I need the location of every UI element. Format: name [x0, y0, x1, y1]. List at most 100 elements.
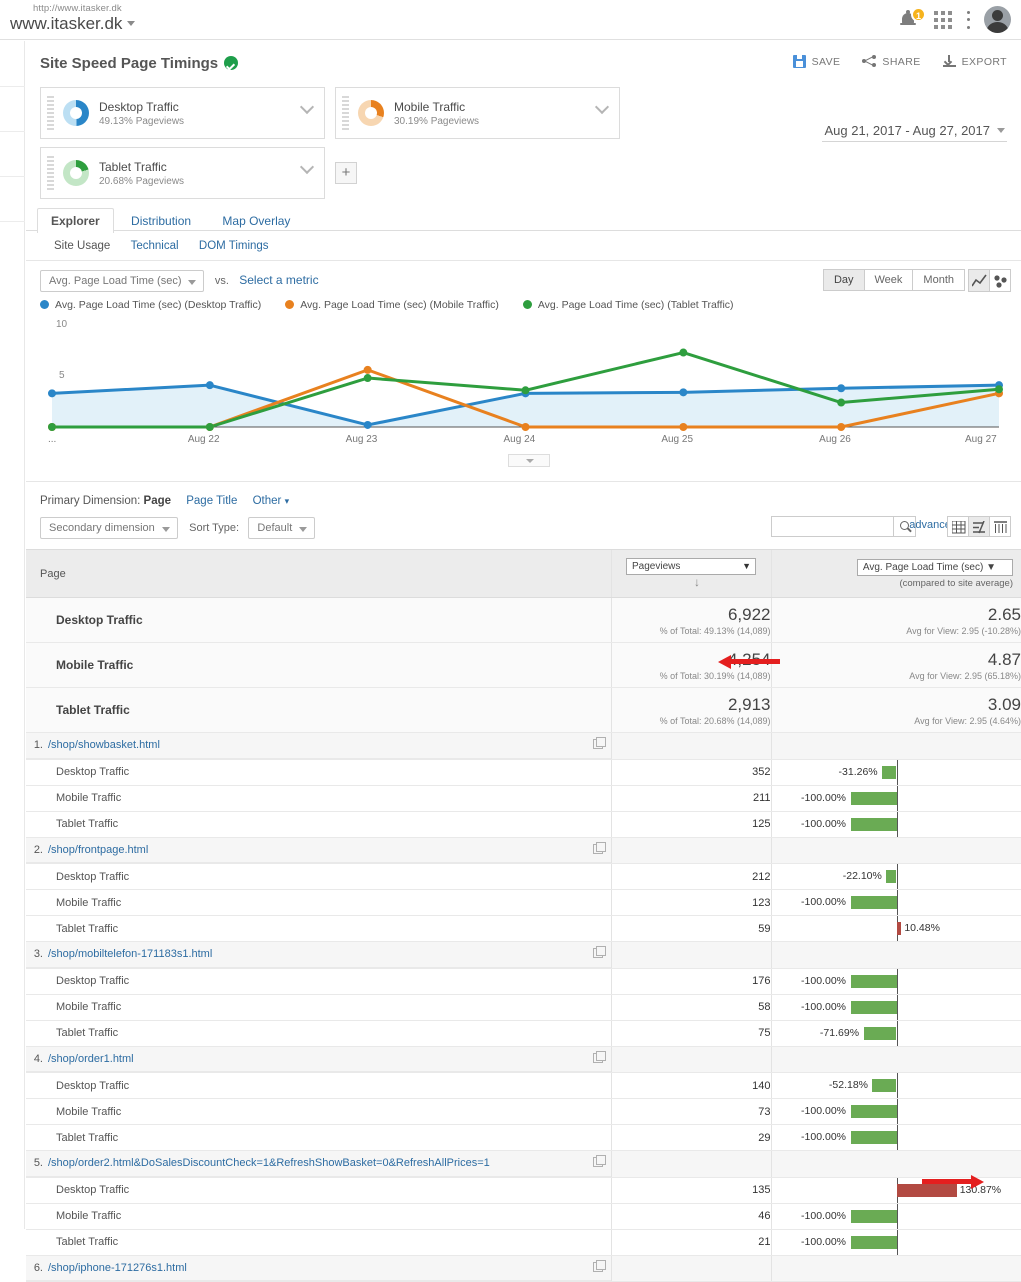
open-in-new-window-icon[interactable]: [593, 948, 603, 958]
chevron-down-icon[interactable]: [301, 102, 314, 110]
chevron-down-icon[interactable]: [596, 102, 609, 110]
row-url[interactable]: /shop/frontpage.html: [48, 838, 611, 863]
scatter-chart-icon[interactable]: [989, 269, 1011, 292]
summary-row-pageviews-note: % of Total: 20.68% (14,089): [612, 716, 771, 726]
share-button[interactable]: SHARE: [862, 55, 920, 68]
primary-dimension-other[interactable]: Other ▾: [253, 495, 290, 507]
segment-card-tablet[interactable]: Tablet Traffic 20.68% Pageviews: [40, 147, 325, 199]
x-axis-tick: Aug 24: [504, 434, 536, 445]
metric-select[interactable]: Avg. Page Load Time (sec): [40, 270, 204, 292]
date-range-picker[interactable]: Aug 21, 2017 - Aug 27, 2017: [822, 123, 1007, 142]
report-actions: SAVE SHARE EXPORT: [793, 55, 1007, 68]
granularity-month[interactable]: Month: [912, 269, 965, 291]
open-in-new-window-icon[interactable]: [593, 1262, 603, 1272]
table-row: 6./shop/iphone-171276s1.html: [26, 1255, 1021, 1282]
segment-row-pageviews: 73: [611, 1099, 771, 1125]
comparison-view-icon[interactable]: [968, 516, 990, 537]
segment-row-compare: 130.87%: [771, 1177, 1021, 1203]
tab-map-overlay[interactable]: Map Overlay: [208, 208, 304, 233]
notification-badge: 1: [911, 7, 926, 22]
granularity-week[interactable]: Week: [864, 269, 914, 291]
row-index: 3.: [26, 942, 48, 967]
subtab-dom-timings[interactable]: DOM Timings: [199, 240, 269, 252]
subtab-technical[interactable]: Technical: [131, 240, 179, 252]
drag-handle-icon[interactable]: [342, 96, 349, 130]
sort-type-select[interactable]: Default: [248, 517, 315, 539]
chevron-down-icon: [299, 527, 307, 532]
tab-explorer[interactable]: Explorer: [37, 208, 114, 233]
column-header-compare: Avg. Page Load Time (sec) ▼ (compared to…: [771, 550, 1021, 598]
primary-dimension-page-title[interactable]: Page Title: [186, 495, 237, 507]
drag-handle-icon[interactable]: [47, 96, 54, 130]
row-url[interactable]: /shop/order2.html&DoSalesDiscountCheck=1…: [48, 1151, 611, 1176]
summary-row-pageviews: 6,922% of Total: 49.13% (14,089): [611, 598, 771, 643]
line-chart-icon[interactable]: [968, 269, 990, 292]
open-in-new-window-icon[interactable]: [593, 739, 603, 749]
row-url[interactable]: /shop/showbasket.html: [48, 733, 611, 758]
more-options-icon[interactable]: [966, 11, 970, 29]
primary-dimension-label: Primary Dimension:: [40, 495, 140, 507]
segment-row-pageviews: 212: [611, 864, 771, 890]
open-in-new-window-icon[interactable]: [593, 1053, 603, 1063]
segment-row-compare: -100.00%: [771, 1125, 1021, 1151]
url-cell: 1./shop/showbasket.html: [26, 733, 611, 760]
legend-label-mobile: Avg. Page Load Time (sec) (Mobile Traffi…: [300, 299, 499, 311]
subtab-site-usage[interactable]: Site Usage: [54, 240, 110, 252]
table-search: [771, 516, 916, 537]
segment-card-mobile[interactable]: Mobile Traffic 30.19% Pageviews: [335, 87, 620, 139]
row-url[interactable]: /shop/iphone-171276s1.html: [48, 1256, 611, 1281]
sort-descending-icon[interactable]: ↓: [694, 575, 700, 589]
granularity-day[interactable]: Day: [823, 269, 865, 291]
primary-dimension-active[interactable]: Page: [144, 495, 172, 507]
apps-grid-icon[interactable]: [934, 11, 952, 29]
select-a-metric-link[interactable]: Select a metric: [239, 273, 318, 287]
search-input[interactable]: [771, 516, 893, 537]
segment-row-pageviews: 176: [611, 968, 771, 994]
export-button[interactable]: EXPORT: [943, 55, 1007, 68]
segment-row-compare: -100.00%: [771, 1099, 1021, 1125]
summary-row-name: Mobile Traffic: [26, 643, 611, 688]
url-cell: 2./shop/frontpage.html: [26, 837, 611, 864]
x-axis-tick: Aug 26: [819, 434, 851, 445]
account-selector[interactable]: www.itasker.dk: [10, 14, 135, 34]
segment-row-compare: -100.00%: [771, 994, 1021, 1020]
open-in-new-window-icon[interactable]: [593, 844, 603, 854]
legend-item-desktop[interactable]: Avg. Page Load Time (sec) (Desktop Traff…: [40, 299, 261, 311]
pivot-view-icon[interactable]: [989, 516, 1011, 537]
view-mode-buttons: [948, 516, 1011, 537]
tab-distribution[interactable]: Distribution: [117, 208, 205, 233]
segment-row-name: Desktop Traffic: [26, 1073, 611, 1099]
avatar[interactable]: [984, 6, 1011, 33]
segment-row-name: Mobile Traffic: [26, 890, 611, 916]
chevron-down-icon: [127, 21, 135, 26]
pageviews-metric-select[interactable]: Pageviews ▼: [626, 558, 756, 575]
secondary-dimension-select[interactable]: Secondary dimension: [40, 517, 178, 539]
save-button[interactable]: SAVE: [793, 55, 841, 68]
row-index: 5.: [26, 1151, 48, 1176]
segment-row-name: Tablet Traffic: [26, 1229, 611, 1255]
row-url[interactable]: /shop/mobiltelefon-171183s1.html: [48, 942, 611, 967]
drag-handle-icon[interactable]: [47, 156, 54, 190]
column-header-pageviews: Pageviews ▼ ↓: [611, 550, 771, 598]
table-controls: Secondary dimension Sort Type: Default a…: [26, 507, 1021, 549]
legend-item-tablet[interactable]: Avg. Page Load Time (sec) (Tablet Traffi…: [523, 299, 734, 311]
primary-dimension-row: Primary Dimension: Page Page Title Other…: [26, 481, 1021, 507]
compare-metric-select[interactable]: Avg. Page Load Time (sec) ▼: [857, 559, 1013, 576]
add-segment-button[interactable]: +: [335, 162, 357, 184]
segment-row-name: Desktop Traffic: [26, 1177, 611, 1203]
legend-item-mobile[interactable]: Avg. Page Load Time (sec) (Mobile Traffi…: [285, 299, 499, 311]
segment-card-desktop[interactable]: Desktop Traffic 49.13% Pageviews: [40, 87, 325, 139]
notifications-button[interactable]: 1: [900, 9, 920, 31]
chart-collapse-button[interactable]: [508, 454, 550, 467]
row-url[interactable]: /shop/order1.html: [48, 1047, 611, 1072]
open-in-new-window-icon[interactable]: [593, 1157, 603, 1167]
table-view-icon[interactable]: [947, 516, 969, 537]
chevron-down-icon[interactable]: [301, 162, 314, 170]
